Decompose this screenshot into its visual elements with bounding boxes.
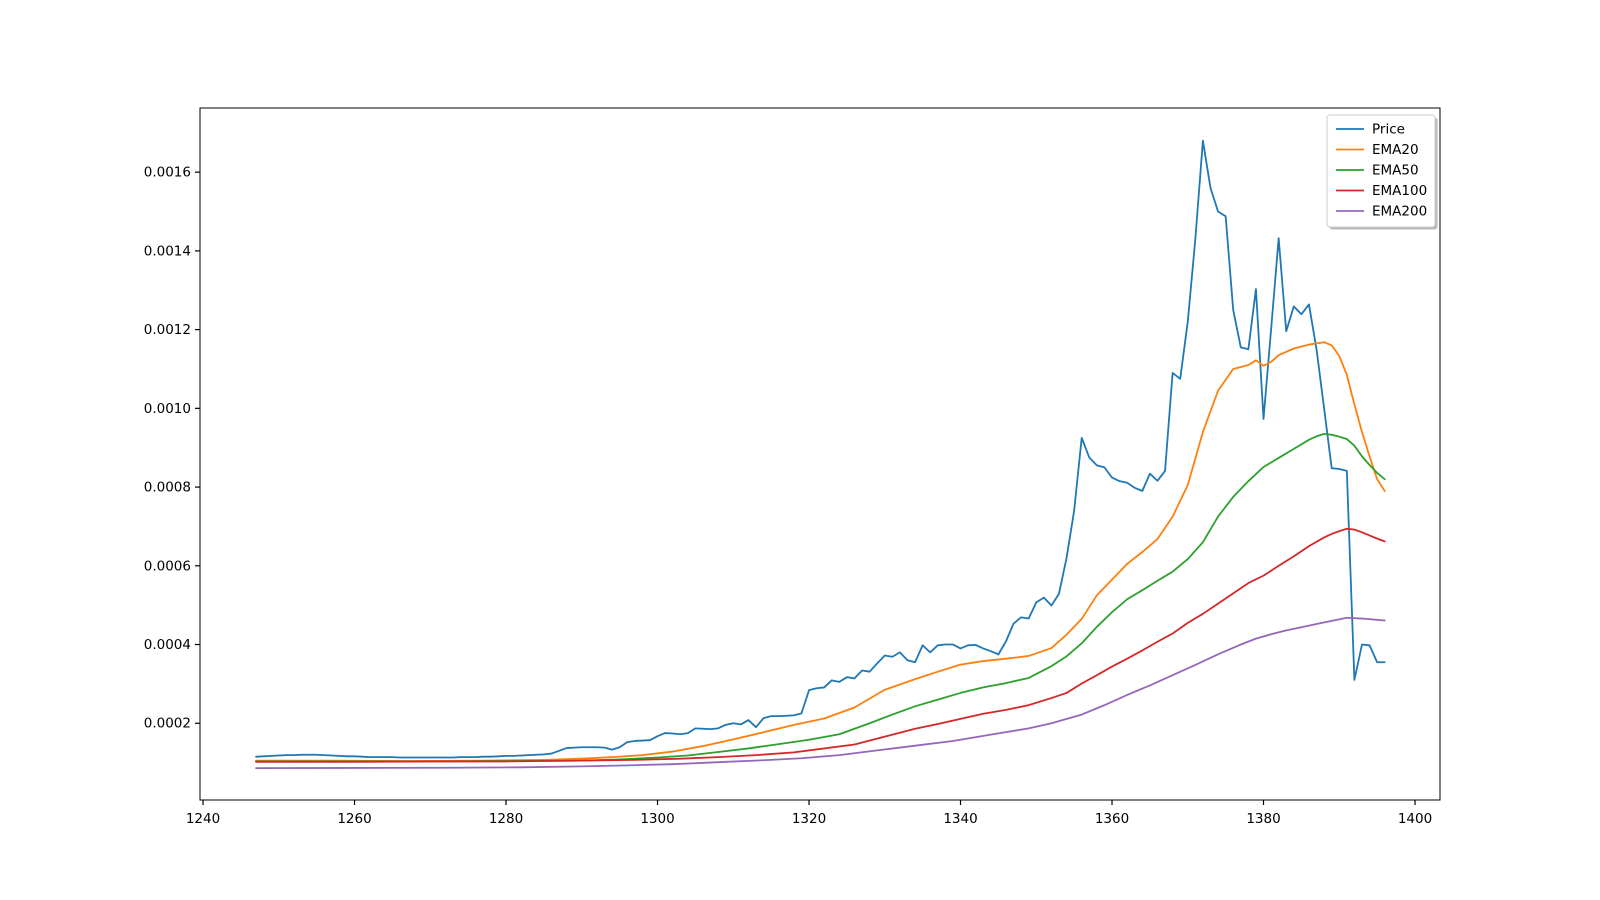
legend: Price EMA20 EMA50 EMA100 EMA200 [1326, 114, 1438, 230]
legend-item-ema50: EMA50 [1336, 163, 1419, 179]
x-axis-tick-label: 1320 [792, 811, 826, 827]
x-axis-tick-label: 1280 [489, 811, 523, 827]
y-axis-tick-label: 0.0012 [144, 322, 191, 338]
x-axis-tick-label: 1400 [1398, 811, 1432, 827]
x-axis-tick-label: 1340 [943, 811, 977, 827]
y-axis-tick-label: 0.0006 [144, 558, 191, 574]
y-axis-tick-label: 0.0014 [144, 243, 191, 259]
ema50-line [255, 433, 1386, 763]
price-line [255, 139, 1386, 759]
ema100-line [255, 527, 1386, 763]
legend-label: EMA50 [1372, 163, 1419, 179]
ema20-line [255, 341, 1386, 762]
legend-item-ema200: EMA200 [1336, 204, 1427, 220]
legend-item-price: Price [1336, 122, 1405, 138]
ema200-line [255, 616, 1386, 770]
x-axis-tick-label: 1380 [1246, 811, 1280, 827]
y-axis-tick-label: 0.0002 [144, 716, 191, 732]
y-axis-tick-label: 0.0008 [144, 480, 191, 496]
legend-label: EMA20 [1372, 142, 1419, 158]
legend-item-ema20: EMA20 [1336, 142, 1419, 158]
x-axis-tick-label: 1260 [337, 811, 371, 827]
legend-box [1326, 114, 1436, 228]
y-axis: 0.0002 0.0004 0.0006 0.0008 0.0010 0.0012 0.00… [144, 165, 200, 732]
legend-label: EMA200 [1372, 204, 1427, 220]
plot-area [199, 107, 1441, 801]
y-axis-tick-label: 0.0016 [144, 165, 191, 181]
y-axis-tick-label: 0.0010 [144, 401, 191, 417]
y-axis-tick-label: 0.0004 [144, 637, 191, 653]
legend-label: EMA100 [1372, 183, 1427, 199]
x-axis: 1240 1260 1280 1300 1320 1340 1360 1380 1400 [186, 800, 1432, 827]
x-axis-tick-label: 1300 [640, 811, 674, 827]
x-axis-tick-label: 1360 [1095, 811, 1129, 827]
legend-item-ema100: EMA100 [1336, 183, 1427, 199]
legend-label: Price [1372, 122, 1405, 138]
x-axis-tick-label: 1240 [186, 811, 220, 827]
